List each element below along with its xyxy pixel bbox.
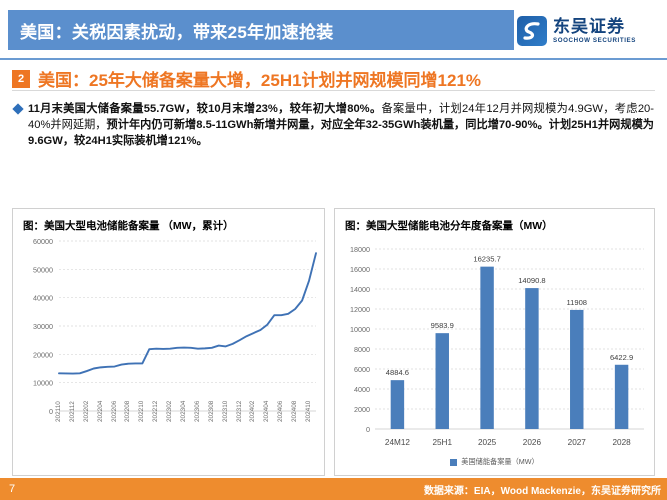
bar-2027 (570, 309, 584, 429)
svg-text:4000: 4000 (354, 385, 370, 394)
x-axis-tick-label: 202110 (55, 401, 62, 422)
legend-label: 美国储能备案量（MW） (461, 457, 539, 466)
svg-text:6422.9: 6422.9 (610, 353, 633, 362)
x-axis-tick-label: 202410 (305, 400, 313, 422)
svg-text:4884.6: 4884.6 (386, 368, 409, 377)
soochow-s-logo-icon (517, 16, 547, 46)
section-title: 美国：25年大储备案量大增，25H1计划并网规模同增121% (38, 71, 482, 90)
svg-text:0: 0 (366, 425, 370, 434)
x-axis-tick-label: 202206 (110, 400, 118, 422)
svg-text:2026: 2026 (523, 438, 542, 447)
x-axis-tick-label: 202302 (166, 400, 174, 422)
x-axis-tick-label: 202408 (291, 400, 299, 422)
bar-2028 (614, 364, 629, 429)
bar-24M12 (390, 380, 405, 429)
right-chart-svg: 0 2000 4000 6000 8000 10000 12000 14000 16000 180… (350, 245, 644, 447)
paragraph-segment-1: 11月末美国大储备案量55.7GW，较10月末增23%，较年初大增80%。 (28, 103, 382, 115)
logo-chinese-name: 东吴证券 (553, 16, 625, 36)
x-axis-tick-label: 202308 (207, 400, 215, 422)
svg-text:12000: 12000 (350, 305, 370, 314)
x-axis-tick-label: 202208 (124, 400, 132, 422)
x-axis-tick-label: 202406 (277, 400, 285, 422)
header-divider (0, 58, 667, 60)
chart-panel-cumulative: 图：美国大型电池储能备案量 （MW，累计） 0 10000 20000 30000 40… (12, 208, 325, 476)
chart-panel-annual: 图：美国大型储能电池分年度备案量（MW） 0 2000 4000 6000 8000 10… (334, 208, 655, 476)
bar-25H1 (435, 333, 449, 429)
svg-text:2027: 2027 (568, 438, 587, 447)
page-number: 7 (9, 483, 16, 495)
bar-2025 (480, 266, 494, 429)
svg-text:14090.8: 14090.8 (518, 276, 545, 285)
header-banner: 美国：关税因素扰动，带来25年加速抢装 (8, 10, 514, 50)
x-axis-tick-label: 202212 (152, 400, 160, 422)
x-axis-tick-label: 202310 (221, 400, 229, 422)
left-chart-svg: 0 10000 20000 30000 40000 50000 60000 (33, 237, 317, 416)
company-logo: 东吴证券 SOOCHOW SECURITIES (517, 12, 657, 50)
svg-text:25H1: 25H1 (432, 438, 452, 447)
svg-text:9583.9: 9583.9 (431, 321, 454, 330)
paragraph-segment-3: 预计年内仍可新增8.5-11GWh新增并网量，对应全年32-35GWh装机量，同… (28, 119, 654, 148)
svg-text:50000: 50000 (33, 265, 53, 274)
bar-2026 (525, 288, 539, 429)
svg-text:16235.7: 16235.7 (473, 255, 500, 264)
x-axis-tick-label: 202312 (235, 400, 243, 422)
x-axis-tick-label: 202202 (82, 400, 90, 422)
right-chart-title: 图：美国大型储能电池分年度备案量（MW） (345, 220, 553, 232)
x-axis-tick-label: 202204 (96, 400, 104, 422)
logo-english-name: SOOCHOW SECURITIES (553, 36, 636, 44)
svg-text:10000: 10000 (350, 325, 370, 334)
body-paragraph-block: 11月末美国大储备案量55.7GW，较10月末增23%，较年初大增80%。备案量… (12, 101, 654, 150)
svg-text:2028: 2028 (612, 438, 631, 447)
x-axis-tick-label: 202306 (193, 400, 201, 422)
paragraph-segment-2: 备案量中，计划24年12月并网规模为4.9GW，考虑20-40%并网延期， (28, 103, 654, 132)
left-chart-plot: 0 10000 20000 30000 40000 50000 60000 202110 20… (13, 233, 324, 473)
legend-swatch-icon (450, 458, 458, 466)
x-axis-tick-label: 202404 (263, 400, 271, 422)
svg-text:14000: 14000 (350, 285, 370, 294)
section-heading: 2 美国：25年大储备案量大增，25H1计划并网规模同增121% (12, 66, 481, 91)
svg-text:6000: 6000 (354, 365, 370, 374)
x-axis-tick-label: 202304 (180, 400, 188, 422)
page-title: 美国：关税因素扰动，带来25年加速抢装 (20, 22, 334, 42)
svg-text:11908: 11908 (566, 298, 587, 307)
body-paragraph: 11月末美国大储备案量55.7GW，较10月末增23%，较年初大增80%。备案量… (28, 101, 654, 150)
svg-text:10000: 10000 (33, 379, 53, 388)
svg-text:16000: 16000 (350, 265, 370, 274)
svg-text:30000: 30000 (33, 322, 53, 331)
x-axis-tick-label: 202402 (249, 400, 257, 422)
section-divider (12, 90, 655, 91)
svg-text:24M12: 24M12 (385, 438, 410, 447)
left-chart-title: 图：美国大型电池储能备案量 （MW，累计） (23, 220, 234, 232)
svg-text:18000: 18000 (350, 245, 370, 254)
svg-text:2000: 2000 (354, 405, 370, 414)
svg-text:20000: 20000 (33, 350, 53, 359)
section-number-badge: 2 (12, 69, 30, 88)
right-chart-legend: 美国储能备案量（MW） (335, 457, 654, 467)
x-axis-tick-label: 202210 (138, 400, 146, 422)
footer-bar: 7 数据来源：EIA，Wood Mackenzie，东吴证券研究所 (0, 478, 667, 500)
svg-text:8000: 8000 (354, 345, 370, 354)
x-axis-tick-label: 202112 (68, 401, 76, 422)
svg-text:40000: 40000 (33, 294, 53, 303)
svg-text:0: 0 (49, 407, 53, 416)
right-chart-plot: 0 2000 4000 6000 8000 10000 12000 14000 16000 180… (335, 233, 654, 455)
data-source-note: 数据来源：EIA，Wood Mackenzie，东吴证券研究所 (423, 485, 661, 497)
svg-text:2025: 2025 (478, 438, 497, 447)
diamond-bullet-icon (12, 103, 24, 115)
svg-text:60000: 60000 (33, 237, 53, 246)
